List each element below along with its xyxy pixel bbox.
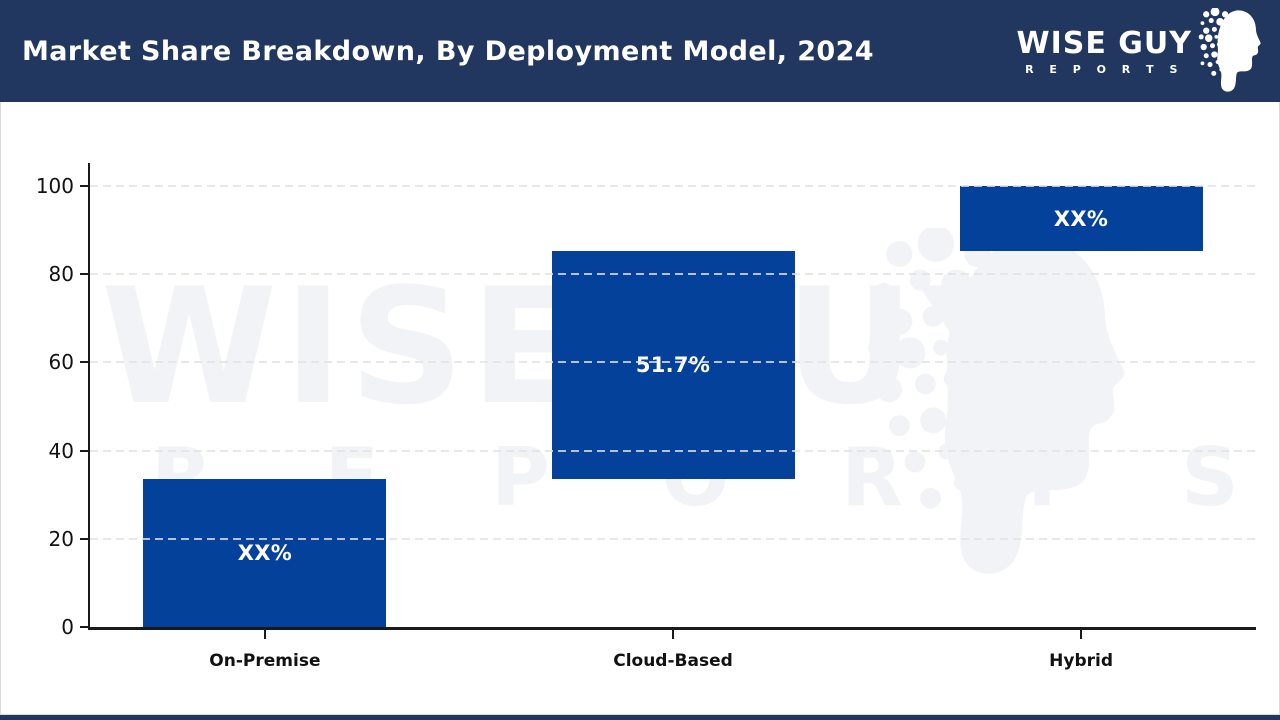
x-axis-spine xyxy=(88,627,1256,630)
canvas-bottom-border xyxy=(1,714,1279,715)
y-tick-label: 100 xyxy=(35,174,74,198)
y-tick-mark xyxy=(80,626,88,628)
x-tick-mark xyxy=(672,630,674,639)
plot-area: XX% On-Premise 51.7% Cloud-Based XX% Hybrid 0 2… xyxy=(36,163,1256,671)
y-tick-label: 60 xyxy=(48,350,74,375)
bar-value-label: 51.7% xyxy=(635,353,711,378)
header-bar: Market Share Breakdown, By Deployment Mo… xyxy=(0,0,1280,102)
y-tick-label: 20 xyxy=(48,526,74,551)
bar-on-premise: XX% xyxy=(143,479,387,627)
gridline-60 xyxy=(90,361,1256,364)
footer-strip xyxy=(0,715,1280,720)
x-category-label: On-Premise xyxy=(209,651,321,671)
bar-value-label: XX% xyxy=(237,541,293,566)
chart-canvas: WISE GUY R E P O R T S XX%On-Premise51.7… xyxy=(0,102,1280,715)
x-category-label: Cloud-Based xyxy=(613,651,733,671)
gridline-20 xyxy=(90,537,1256,540)
gridline-80 xyxy=(90,273,1256,276)
gridline-100 xyxy=(90,185,1256,187)
y-tick-mark xyxy=(80,185,88,187)
head-profile-icon xyxy=(1198,8,1261,92)
bar-hybrid: XX% xyxy=(959,186,1203,252)
y-tick-mark xyxy=(80,537,88,540)
brand-tagline: R E P O R T S xyxy=(1025,62,1184,76)
page-title: Market Share Breakdown, By Deployment Mo… xyxy=(22,35,874,67)
y-tick-mark xyxy=(80,273,88,276)
y-tick-label: 80 xyxy=(48,262,74,287)
y-tick-mark xyxy=(80,361,88,364)
bar-cloud-based: 51.7% xyxy=(551,251,795,480)
y-tick-label: 40 xyxy=(48,438,74,463)
y-tick-mark xyxy=(80,449,88,452)
y-tick-label: 0 xyxy=(61,615,74,639)
x-tick-mark xyxy=(263,630,266,639)
brand-logo: WISE GUY R E P O R T S xyxy=(1016,6,1270,98)
brand-name: WISE GUY xyxy=(1016,25,1192,61)
bar-value-label: XX% xyxy=(1053,206,1109,231)
x-tick-mark xyxy=(1080,630,1083,639)
brand-logo-text: WISE GUY R E P O R T S xyxy=(1016,25,1192,76)
x-category-label: Hybrid xyxy=(1049,651,1114,671)
gridline-40 xyxy=(90,449,1256,452)
y-axis-spine xyxy=(88,163,90,630)
